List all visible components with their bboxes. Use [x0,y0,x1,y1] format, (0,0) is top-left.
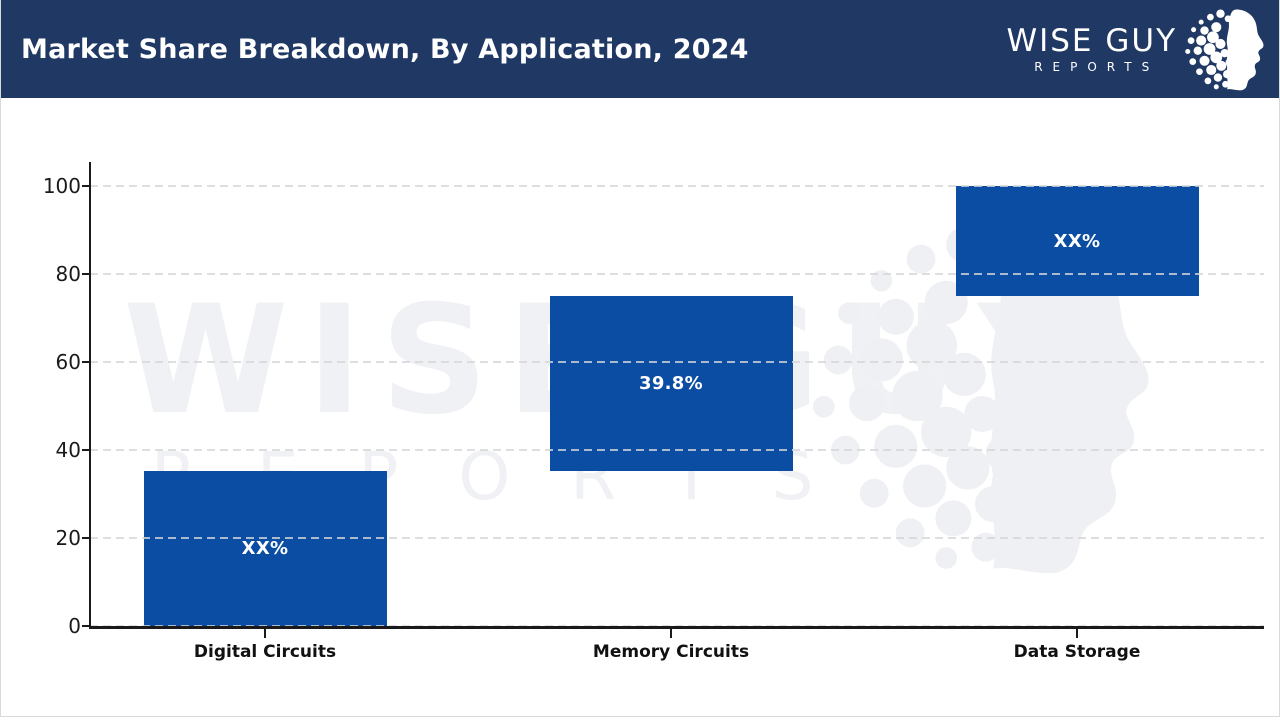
x-tick-digital-circuits [264,629,266,638]
y-tick-label-20: 20 [55,526,81,550]
bar-memory-circuits: 39.8% [549,296,793,472]
gridline-80 [90,273,1264,275]
logo-wordmark: WISE GUY [1006,22,1177,59]
x-label-digital-circuits: Digital Circuits [193,642,337,662]
y-tick-label-100: 100 [42,174,81,198]
chart-area: WISE GUY REPORTS XX%39.8%XX%020406080100… [1,98,1279,716]
gridline-40 [90,449,1264,451]
bar-label-data-storage: XX% [1053,230,1101,252]
y-tick-20 [82,537,90,539]
y-tick-label-40: 40 [55,438,81,462]
y-tick-80 [82,273,90,275]
bar-data-storage: XX% [955,186,1199,296]
logo-text: WISE GUY REPORTS [1006,22,1177,74]
x-tick-data-storage [1076,629,1078,638]
gridline-100 [90,185,1264,187]
y-tick-0 [82,625,90,627]
logo-subtext: REPORTS [1034,59,1160,74]
x-tick-memory-circuits [670,629,672,638]
x-label-data-storage: Data Storage [1013,642,1141,662]
y-tick-100 [82,185,90,187]
bar-label-digital-circuits: XX% [241,538,289,560]
y-tick-40 [82,449,90,451]
wiseguy-logo: WISE GUY REPORTS [1006,5,1265,93]
y-tick-label-0: 0 [68,614,81,638]
wiseguy-face-icon [1185,9,1264,91]
x-label-memory-circuits: Memory Circuits [592,642,750,662]
y-axis-line [89,162,91,628]
x-axis-line [89,626,1264,629]
gridline-60 [90,361,1264,363]
gridline-20 [90,537,1264,539]
plot: XX% 39.8% XX% 0 20 40 60 80 100 Digital Circuits M… [1,98,1279,716]
chart-title: Market Share Breakdown, By Application, … [21,33,749,65]
y-tick-label-80: 80 [55,262,81,286]
y-tick-60 [82,361,90,363]
bar-label-memory-circuits: 39.8% [639,373,703,395]
y-tick-label-60: 60 [55,350,81,374]
bar-digital-circuits: XX% [143,471,387,626]
header: Market Share Breakdown, By Application, … [1,0,1279,98]
